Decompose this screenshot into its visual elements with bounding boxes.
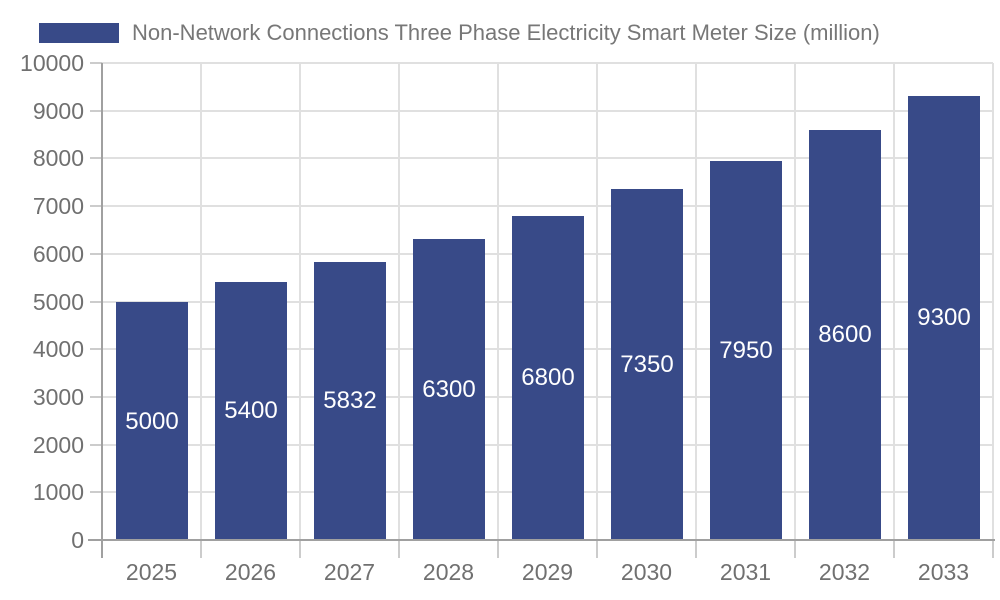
- y-axis-tick-label: 9000: [32, 98, 84, 124]
- x-axis-tick: [200, 540, 202, 558]
- legend-label: Non-Network Connections Three Phase Elec…: [132, 20, 880, 45]
- y-axis-tick-label: 0: [71, 527, 84, 553]
- bar-value-label: 6300: [422, 375, 476, 403]
- y-axis-tick-label: 2000: [32, 432, 84, 458]
- gridline-vertical: [299, 63, 301, 540]
- gridline-vertical: [497, 63, 499, 540]
- x-axis-tick-label: 2030: [620, 559, 673, 585]
- gridline-vertical: [398, 63, 400, 540]
- y-axis-tick: [90, 205, 102, 207]
- bar-value-label: 7950: [719, 336, 773, 364]
- y-axis-tick-label: 6000: [32, 241, 84, 267]
- x-axis-tick: [398, 540, 400, 558]
- x-axis-line: [88, 539, 995, 541]
- gridline-horizontal: [102, 205, 993, 207]
- x-axis-tick-label: 2025: [125, 559, 178, 585]
- bar-value-label: 8600: [818, 321, 872, 348]
- y-axis-tick-label: 7000: [32, 193, 84, 219]
- gridline-vertical: [695, 63, 697, 540]
- y-axis-tick-label: 1000: [32, 479, 84, 505]
- gridline-vertical: [596, 63, 598, 540]
- x-axis-tick: [299, 540, 301, 558]
- x-axis-tick-label: 2031: [719, 559, 772, 585]
- gridline-horizontal: [102, 110, 993, 112]
- legend-swatch-icon: [39, 23, 119, 43]
- gridline-vertical: [893, 63, 895, 540]
- x-axis-tick-label: 2029: [521, 559, 574, 585]
- bar-value-label: 5400: [224, 397, 278, 424]
- bar: 8600: [809, 130, 881, 540]
- bar: 7950: [710, 161, 782, 540]
- y-axis-tick-label: 5000: [32, 289, 84, 315]
- y-axis-tick-label: 8000: [32, 145, 84, 171]
- y-axis-tick: [90, 491, 102, 493]
- x-axis-tick: [497, 540, 499, 558]
- y-axis-tick-label: 10000: [20, 50, 84, 76]
- bar-value-label: 6800: [521, 364, 575, 391]
- x-axis-tick-label: 2032: [818, 559, 871, 585]
- bar-value-label: 5832: [323, 387, 377, 414]
- gridline-vertical: [794, 63, 796, 540]
- gridline-horizontal: [102, 62, 993, 64]
- y-axis-tick-label: 3000: [32, 384, 84, 410]
- x-axis-tick: [596, 540, 598, 558]
- bar: 5832: [314, 262, 386, 540]
- x-axis-tick: [893, 540, 895, 558]
- legend[interactable]: Non-Network Connections Three Phase Elec…: [39, 21, 880, 45]
- y-axis-tick-label: 4000: [32, 336, 84, 362]
- y-axis-tick: [90, 396, 102, 398]
- bar: 5000: [116, 302, 188, 541]
- y-axis-tick: [90, 348, 102, 350]
- y-axis-tick: [90, 301, 102, 303]
- y-axis-tick: [90, 62, 102, 64]
- x-axis-tick-label: 2027: [323, 559, 376, 585]
- bar: 9300: [908, 96, 980, 540]
- bar: 7350: [611, 189, 683, 540]
- x-axis-tick: [695, 540, 697, 558]
- bar-value-label: 5000: [125, 407, 179, 435]
- bar: 5400: [215, 282, 287, 540]
- bar: 6300: [413, 239, 485, 540]
- bar: 6800: [512, 216, 584, 540]
- gridline-horizontal: [102, 157, 993, 159]
- bar-value-label: 7350: [620, 350, 674, 378]
- y-axis-tick: [90, 157, 102, 159]
- x-axis-tick: [794, 540, 796, 558]
- gridline-vertical: [200, 63, 202, 540]
- bar-value-label: 9300: [917, 304, 971, 331]
- x-axis-tick: [992, 540, 994, 558]
- x-axis-tick-label: 2026: [224, 559, 277, 585]
- y-axis-tick: [90, 444, 102, 446]
- y-axis-tick: [90, 110, 102, 112]
- y-axis-line: [101, 63, 103, 558]
- x-axis-tick-label: 2033: [917, 559, 970, 585]
- x-axis-tick-label: 2028: [422, 559, 475, 585]
- gridline-vertical: [992, 63, 994, 540]
- y-axis-tick: [90, 253, 102, 255]
